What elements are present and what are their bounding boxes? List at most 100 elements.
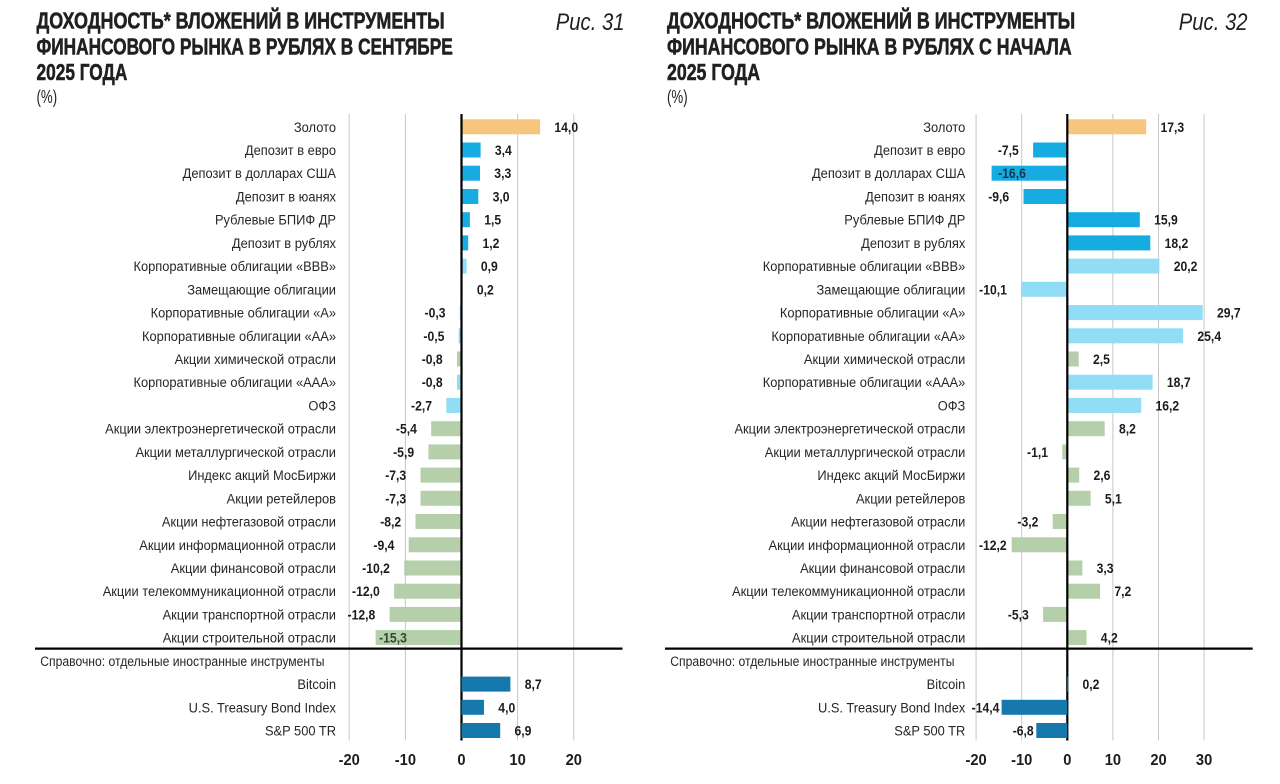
svg-text:Акции ретейлеров: Акции ретейлеров xyxy=(856,491,965,507)
svg-text:-12,2: -12,2 xyxy=(979,537,1007,553)
svg-text:Акции металлургической отрасли: Акции металлургической отрасли xyxy=(135,444,336,460)
svg-text:-6,8: -6,8 xyxy=(1013,723,1034,739)
svg-text:-5,9: -5,9 xyxy=(393,444,414,460)
svg-text:3,4: 3,4 xyxy=(495,142,513,158)
svg-text:Акции ретейлеров: Акции ретейлеров xyxy=(227,491,336,507)
svg-text:Депозит в евро: Депозит в евро xyxy=(245,143,336,159)
svg-text:-1,1: -1,1 xyxy=(1027,444,1048,460)
svg-text:-20: -20 xyxy=(965,752,986,770)
svg-text:5,1: 5,1 xyxy=(1105,490,1122,506)
svg-text:Акции финансовой отрасли: Акции финансовой отрасли xyxy=(171,561,336,577)
svg-text:Акции транспортной отрасли: Акции транспортной отрасли xyxy=(792,607,965,623)
svg-text:Акции информационной отрасли: Акции информационной отрасли xyxy=(139,537,336,553)
svg-text:7,2: 7,2 xyxy=(1114,583,1131,599)
svg-text:-20: -20 xyxy=(339,752,360,770)
svg-text:20: 20 xyxy=(1150,752,1166,770)
svg-text:0,2: 0,2 xyxy=(477,281,494,297)
svg-text:ОФЗ: ОФЗ xyxy=(308,398,336,414)
svg-text:-10: -10 xyxy=(395,752,416,770)
svg-text:Депозит в юанях: Депозит в юанях xyxy=(865,189,965,205)
svg-text:18,2: 18,2 xyxy=(1165,235,1189,251)
svg-text:-9,6: -9,6 xyxy=(988,189,1009,205)
svg-text:Bitcoin: Bitcoin xyxy=(297,677,336,693)
svg-text:ДОХОДНОСТЬ* ВЛОЖЕНИЙ В ИНСТРУМ: ДОХОДНОСТЬ* ВЛОЖЕНИЙ В ИНСТРУМЕНТЫ xyxy=(37,7,445,34)
svg-text:U.S. Treasury Bond Index: U.S. Treasury Bond Index xyxy=(189,700,337,716)
svg-text:16,2: 16,2 xyxy=(1156,398,1180,414)
svg-text:Золото: Золото xyxy=(294,119,336,135)
svg-text:30: 30 xyxy=(1196,752,1212,770)
svg-text:Депозит в долларах США: Депозит в долларах США xyxy=(812,166,965,182)
svg-text:10: 10 xyxy=(509,752,525,770)
svg-text:6,9: 6,9 xyxy=(515,723,532,739)
svg-text:-7,5: -7,5 xyxy=(998,142,1019,158)
svg-text:18,7: 18,7 xyxy=(1167,374,1191,390)
svg-text:-2,7: -2,7 xyxy=(411,398,432,414)
svg-text:2025 ГОДА: 2025 ГОДА xyxy=(667,60,760,86)
svg-text:29,7: 29,7 xyxy=(1217,305,1241,321)
svg-text:-7,3: -7,3 xyxy=(385,467,406,483)
svg-text:4,2: 4,2 xyxy=(1101,630,1118,646)
svg-text:Замещающие облигации: Замещающие облигации xyxy=(817,282,966,298)
svg-text:S&P 500 TR: S&P 500 TR xyxy=(265,723,336,739)
svg-text:3,0: 3,0 xyxy=(493,189,510,205)
svg-text:Золото: Золото xyxy=(923,119,965,135)
svg-text:Справочно: отдельные иностранн: Справочно: отдельные иностранные инструм… xyxy=(670,653,954,669)
svg-text:-5,4: -5,4 xyxy=(396,421,418,437)
svg-text:10: 10 xyxy=(1105,752,1121,770)
svg-text:Рублевые БПИФ ДР: Рублевые БПИФ ДР xyxy=(215,212,336,228)
svg-text:-9,4: -9,4 xyxy=(373,537,395,553)
svg-text:-12,0: -12,0 xyxy=(352,583,380,599)
svg-text:Корпоративные облигации «АА»: Корпоративные облигации «АА» xyxy=(771,328,965,344)
svg-text:1,5: 1,5 xyxy=(484,212,501,228)
svg-text:Корпоративные облигации «А»: Корпоративные облигации «А» xyxy=(780,305,965,321)
svg-text:Акции нефтегазовой отрасли: Акции нефтегазовой отрасли xyxy=(791,514,965,530)
svg-text:-12,8: -12,8 xyxy=(348,607,376,623)
svg-text:Акции строительной отрасли: Акции строительной отрасли xyxy=(792,630,965,646)
svg-text:Акции строительной отрасли: Акции строительной отрасли xyxy=(163,630,336,646)
svg-text:-5,3: -5,3 xyxy=(1008,607,1029,623)
svg-text:Акции химической отрасли: Акции химической отрасли xyxy=(804,352,965,368)
svg-text:-14,4: -14,4 xyxy=(972,699,1000,715)
svg-text:Корпоративные облигации «ААА»: Корпоративные облигации «ААА» xyxy=(133,375,336,391)
svg-text:3,3: 3,3 xyxy=(494,165,511,181)
svg-text:-7,3: -7,3 xyxy=(385,490,406,506)
svg-text:Bitcoin: Bitcoin xyxy=(927,677,966,693)
svg-text:Корпоративные облигации «А»: Корпоративные облигации «А» xyxy=(151,305,336,321)
svg-text:2,5: 2,5 xyxy=(1093,351,1110,367)
svg-text:U.S. Treasury Bond Index: U.S. Treasury Bond Index xyxy=(818,700,966,716)
svg-text:2025 ГОДА: 2025 ГОДА xyxy=(37,61,128,86)
svg-text:(%): (%) xyxy=(667,88,688,107)
svg-text:2,6: 2,6 xyxy=(1094,467,1111,483)
svg-text:Справочно: отдельные иностранн: Справочно: отдельные иностранные инструм… xyxy=(40,653,324,669)
svg-text:(%): (%) xyxy=(37,88,58,107)
svg-text:Акции финансовой отрасли: Акции финансовой отрасли xyxy=(800,561,965,577)
svg-text:25,4: 25,4 xyxy=(1197,328,1221,344)
svg-text:Акции химической отрасли: Акции химической отрасли xyxy=(175,352,336,368)
svg-text:20: 20 xyxy=(566,752,582,770)
svg-text:ФИНАНСОВОГО РЫНКА В РУБЛЯХ С Н: ФИНАНСОВОГО РЫНКА В РУБЛЯХ С НАЧАЛА xyxy=(667,34,1072,60)
svg-text:-15,3: -15,3 xyxy=(379,630,407,646)
svg-text:8,7: 8,7 xyxy=(525,676,542,692)
svg-text:0,9: 0,9 xyxy=(481,258,498,274)
svg-text:Акции информационной отрасли: Акции информационной отрасли xyxy=(769,537,966,553)
svg-text:ДОХОДНОСТЬ* ВЛОЖЕНИЙ В ИНСТРУМ: ДОХОДНОСТЬ* ВЛОЖЕНИЙ В ИНСТРУМЕНТЫ xyxy=(667,7,1075,34)
svg-text:-10,1: -10,1 xyxy=(979,281,1007,297)
svg-text:Акции электроэнергетической от: Акции электроэнергетической отрасли xyxy=(734,421,965,437)
svg-text:Индекс акций МосБиржи: Индекс акций МосБиржи xyxy=(817,468,965,484)
svg-text:Корпоративные облигации «ВВВ»: Корпоративные облигации «ВВВ» xyxy=(133,259,336,275)
svg-text:Акции металлургической отрасли: Акции металлургической отрасли xyxy=(765,444,966,460)
svg-text:Акции телекоммуникационной отр: Акции телекоммуникационной отрасли xyxy=(732,584,965,600)
svg-text:-10: -10 xyxy=(1011,752,1032,770)
svg-text:8,2: 8,2 xyxy=(1119,421,1136,437)
svg-text:Депозит в долларах США: Депозит в долларах США xyxy=(183,166,336,182)
svg-text:Замещающие облигации: Замещающие облигации xyxy=(187,282,336,298)
svg-text:Индекс акций МосБиржи: Индекс акций МосБиржи xyxy=(188,468,336,484)
svg-text:Депозит в рублях: Депозит в рублях xyxy=(232,235,336,251)
svg-text:ФИНАНСОВОГО РЫНКА В РУБЛЯХ В С: ФИНАНСОВОГО РЫНКА В РУБЛЯХ В СЕНТЯБРЕ xyxy=(37,35,453,60)
svg-text:-0,5: -0,5 xyxy=(423,328,444,344)
svg-text:-3,2: -3,2 xyxy=(1017,514,1038,530)
svg-text:Депозит в евро: Депозит в евро xyxy=(874,143,965,159)
svg-text:15,9: 15,9 xyxy=(1154,212,1178,228)
svg-text:Корпоративные облигации «ААА»: Корпоративные облигации «ААА» xyxy=(763,375,966,391)
svg-text:4,0: 4,0 xyxy=(498,699,515,715)
